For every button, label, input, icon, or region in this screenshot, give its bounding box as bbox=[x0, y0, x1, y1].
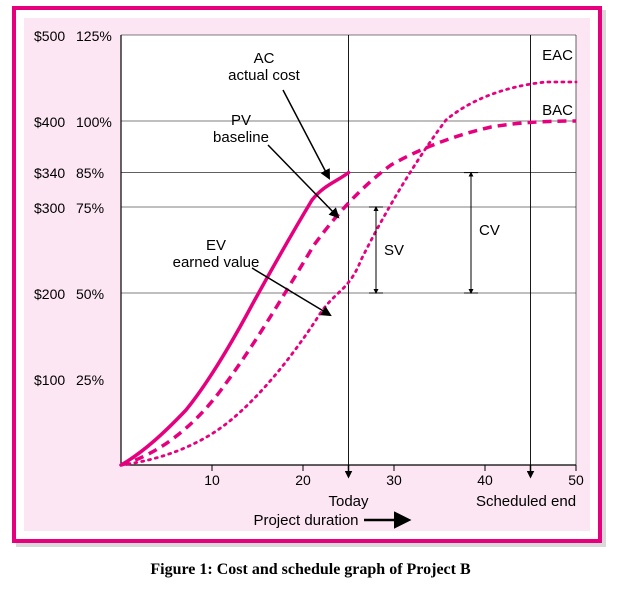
scheduled-end-label: Scheduled end bbox=[475, 493, 575, 510]
chart-svg: SV CV AC actual cost PV bbox=[16, 10, 598, 539]
chart-canvas: SV CV AC actual cost PV bbox=[12, 6, 602, 543]
ytick-500-d: $500 bbox=[34, 28, 65, 44]
ev-label-line2: earned value bbox=[172, 254, 259, 271]
canvas-dropshadow: SV CV AC actual cost PV bbox=[16, 10, 606, 547]
cv-label: CV bbox=[479, 222, 500, 239]
pv-label-line2: baseline bbox=[213, 129, 269, 146]
x-axis-title: Project duration bbox=[253, 512, 358, 529]
xtick-30: 30 bbox=[386, 472, 402, 488]
evm-figure: SV CV AC actual cost PV bbox=[0, 0, 621, 584]
xtick-40: 40 bbox=[477, 472, 493, 488]
ytick-500-p: 125% bbox=[76, 28, 112, 44]
ev-label-line1: EV bbox=[205, 237, 225, 254]
xtick-50: 50 bbox=[568, 472, 584, 488]
ac-label-line2: actual cost bbox=[228, 67, 301, 84]
ytick-300-d: $300 bbox=[34, 200, 65, 216]
ytick-100-d: $100 bbox=[34, 372, 65, 388]
ytick-400-p: 100% bbox=[76, 114, 112, 130]
figure-caption: Figure 1: Cost and schedule graph of Pro… bbox=[0, 561, 621, 579]
ytick-300-p: 75% bbox=[76, 200, 104, 216]
xtick-20: 20 bbox=[295, 472, 311, 488]
ytick-340-d: $340 bbox=[34, 165, 65, 181]
bac-tag: BAC bbox=[542, 102, 573, 119]
pv-label-line1: PV bbox=[230, 112, 250, 129]
ytick-200-p: 50% bbox=[76, 286, 104, 302]
today-label: Today bbox=[328, 493, 369, 510]
ytick-340-p: 85% bbox=[76, 165, 104, 181]
ytick-100-p: 25% bbox=[76, 372, 104, 388]
sv-label: SV bbox=[384, 242, 404, 259]
ac-label-line1: AC bbox=[253, 50, 274, 67]
eac-tag: EAC bbox=[542, 47, 573, 64]
ytick-200-d: $200 bbox=[34, 286, 65, 302]
ytick-400-d: $400 bbox=[34, 114, 65, 130]
xtick-10: 10 bbox=[204, 472, 220, 488]
